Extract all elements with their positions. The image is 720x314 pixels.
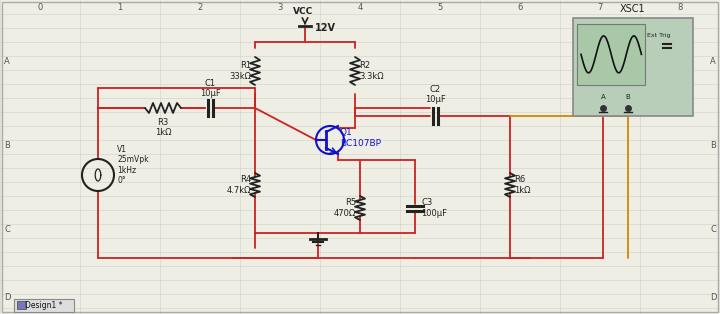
Text: 1: 1	[117, 3, 122, 13]
Text: C: C	[710, 225, 716, 235]
Bar	[17, 301, 26, 309]
Text: Design1 *: Design1 *	[25, 300, 63, 310]
Text: C: C	[4, 225, 10, 235]
Text: Ext Trig: Ext Trig	[647, 34, 671, 39]
Text: XSC1: XSC1	[620, 4, 646, 14]
Text: A: A	[600, 94, 606, 100]
Text: 2: 2	[197, 3, 202, 13]
Text: D: D	[4, 294, 10, 302]
Text: 4: 4	[357, 3, 363, 13]
Text: C3
100μF: C3 100μF	[421, 198, 447, 218]
Text: VCC: VCC	[293, 7, 313, 16]
FancyBboxPatch shape	[573, 18, 693, 116]
Text: R4
4.7kΩ: R4 4.7kΩ	[227, 175, 251, 195]
Bar	[14, 299, 74, 312]
Text: R6
1kΩ: R6 1kΩ	[514, 175, 531, 195]
Text: Q1
BC107BP: Q1 BC107BP	[340, 128, 381, 148]
Text: B: B	[4, 142, 10, 150]
Text: R3
1kΩ: R3 1kΩ	[155, 118, 171, 138]
Text: A: A	[710, 57, 716, 67]
Text: D: D	[710, 294, 716, 302]
Text: 8: 8	[678, 3, 683, 13]
Text: R5
470Ω: R5 470Ω	[334, 198, 356, 218]
Text: 3: 3	[277, 3, 283, 13]
FancyBboxPatch shape	[577, 24, 645, 85]
Text: C1
10μF: C1 10μF	[199, 78, 220, 98]
Text: B: B	[710, 142, 716, 150]
Text: C2
10μF: C2 10μF	[425, 84, 446, 104]
Text: 6: 6	[517, 3, 523, 13]
Text: V1
25mVpk
1kHz
0°: V1 25mVpk 1kHz 0°	[117, 145, 148, 185]
Text: A: A	[4, 57, 10, 67]
Text: 0: 0	[37, 3, 42, 13]
Text: 5: 5	[437, 3, 443, 13]
Text: 12V: 12V	[315, 23, 336, 33]
Text: R1
33kΩ: R1 33kΩ	[229, 61, 251, 81]
Text: R2
3.3kΩ: R2 3.3kΩ	[359, 61, 384, 81]
Text: B: B	[626, 94, 631, 100]
Text: 7: 7	[598, 3, 603, 13]
